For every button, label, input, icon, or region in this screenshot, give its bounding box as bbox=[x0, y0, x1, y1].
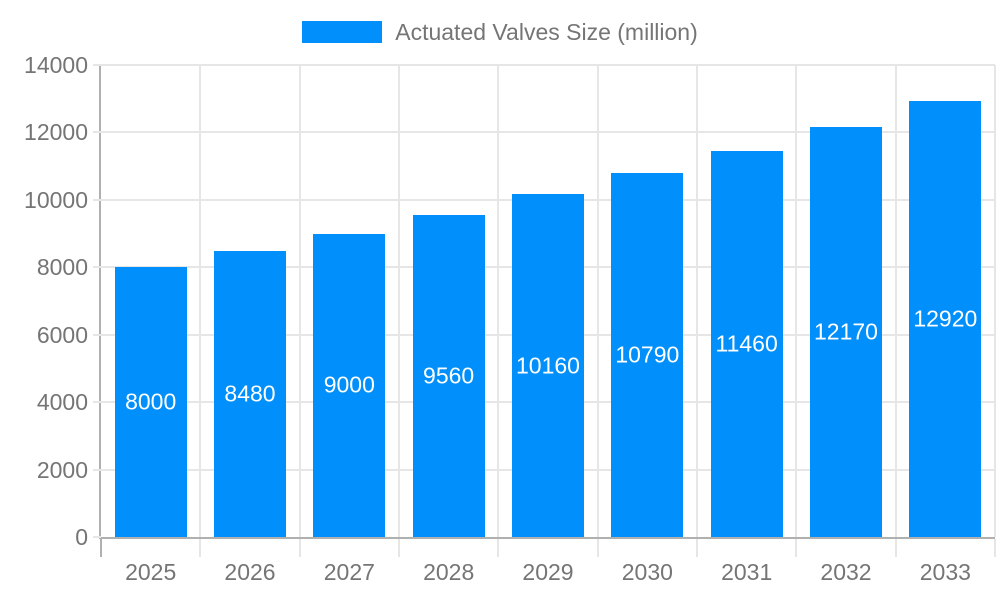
bar-value-label: 12170 bbox=[814, 318, 878, 345]
bar-value-label: 11460 bbox=[715, 330, 778, 357]
x-tick bbox=[894, 539, 897, 557]
y-tick bbox=[93, 401, 101, 404]
bar-value-label: 10160 bbox=[516, 352, 580, 379]
y-tick bbox=[93, 198, 101, 201]
x-tick bbox=[199, 539, 202, 557]
y-tick bbox=[93, 64, 101, 66]
v-gridline bbox=[298, 65, 301, 537]
x-tick bbox=[994, 539, 996, 557]
y-tick bbox=[93, 266, 101, 269]
x-tick bbox=[497, 539, 500, 557]
bar-2030[interactable]: 10790 bbox=[611, 173, 684, 537]
bar-band-2032: 12170 bbox=[796, 65, 895, 537]
bar-2033[interactable]: 12920 bbox=[909, 101, 982, 537]
bar-band-2027: 9000 bbox=[300, 65, 399, 537]
v-gridline bbox=[695, 65, 698, 537]
bar-band-2033: 12920 bbox=[896, 65, 995, 537]
bar-value-label: 9000 bbox=[323, 371, 375, 398]
bar-2028[interactable]: 9560 bbox=[412, 214, 485, 537]
plot-area: 8000 8480 9000 9560 10160 10790 11460 12170 1292… bbox=[99, 64, 996, 539]
y-tick bbox=[93, 131, 101, 134]
bar-value-label: 9560 bbox=[423, 362, 475, 389]
x-tick bbox=[795, 539, 798, 557]
x-category-label-2028: 2028 bbox=[423, 559, 475, 585]
y-tick bbox=[93, 468, 101, 471]
bar-value-label: 12920 bbox=[913, 305, 978, 332]
bar-value-label: 10790 bbox=[615, 341, 680, 368]
y-tick-label: 12000 bbox=[24, 119, 88, 146]
bar-band-2030: 10790 bbox=[598, 65, 697, 537]
x-category-label-2032: 2032 bbox=[820, 559, 872, 585]
x-tick bbox=[298, 539, 301, 557]
v-gridline bbox=[994, 65, 996, 537]
x-tick bbox=[100, 539, 102, 557]
bar-band-2025: 8000 bbox=[101, 65, 200, 537]
bar-2031[interactable]: 11460 bbox=[710, 150, 783, 537]
bar-band-2028: 9560 bbox=[399, 65, 498, 537]
bar-2029[interactable]: 10160 bbox=[511, 194, 584, 537]
h-gridline bbox=[101, 131, 995, 134]
bar-2025[interactable]: 8000 bbox=[114, 267, 187, 537]
v-gridline bbox=[497, 65, 500, 537]
x-category-label-2031: 2031 bbox=[721, 559, 773, 585]
x-tick bbox=[696, 539, 698, 557]
h-gridline bbox=[101, 64, 995, 66]
v-gridline bbox=[596, 65, 599, 537]
bar-band-2031: 11460 bbox=[697, 65, 796, 537]
y-tick-label: 8000 bbox=[36, 254, 88, 281]
bar-band-2026: 8480 bbox=[200, 65, 299, 537]
x-category-label-2026: 2026 bbox=[224, 559, 276, 585]
x-tick bbox=[398, 539, 400, 557]
legend-label: Actuated Valves Size (million) bbox=[395, 18, 698, 45]
y-tick-label: 6000 bbox=[36, 321, 88, 348]
y-tick bbox=[93, 536, 101, 538]
bar-value-label: 8000 bbox=[125, 388, 177, 415]
bar-2027[interactable]: 9000 bbox=[313, 233, 386, 537]
bar-value-label: 8480 bbox=[224, 380, 276, 407]
x-category-label-2033: 2033 bbox=[919, 559, 971, 585]
bar-2026[interactable]: 8480 bbox=[213, 251, 286, 537]
v-gridline bbox=[397, 65, 400, 537]
legend[interactable]: Actuated Valves Size (million) bbox=[0, 17, 1000, 47]
x-category-label-2030: 2030 bbox=[621, 559, 673, 585]
bar-2032[interactable]: 12170 bbox=[809, 126, 882, 537]
v-gridline bbox=[199, 65, 202, 537]
x-category-label-2029: 2029 bbox=[522, 559, 574, 585]
legend-swatch-icon bbox=[302, 21, 383, 43]
y-tick-label: 10000 bbox=[24, 186, 88, 213]
x-category-label-2025: 2025 bbox=[125, 559, 177, 585]
x-category-label-2027: 2027 bbox=[323, 559, 375, 585]
y-tick bbox=[93, 333, 101, 336]
y-tick-label: 4000 bbox=[36, 389, 88, 416]
y-tick-label: 14000 bbox=[24, 52, 88, 78]
x-tick bbox=[596, 539, 599, 557]
y-tick-label: 0 bbox=[75, 524, 88, 550]
y-tick-label: 2000 bbox=[36, 456, 88, 483]
bar-band-2029: 10160 bbox=[498, 65, 597, 537]
v-gridline bbox=[795, 65, 798, 537]
v-gridline bbox=[894, 65, 897, 537]
